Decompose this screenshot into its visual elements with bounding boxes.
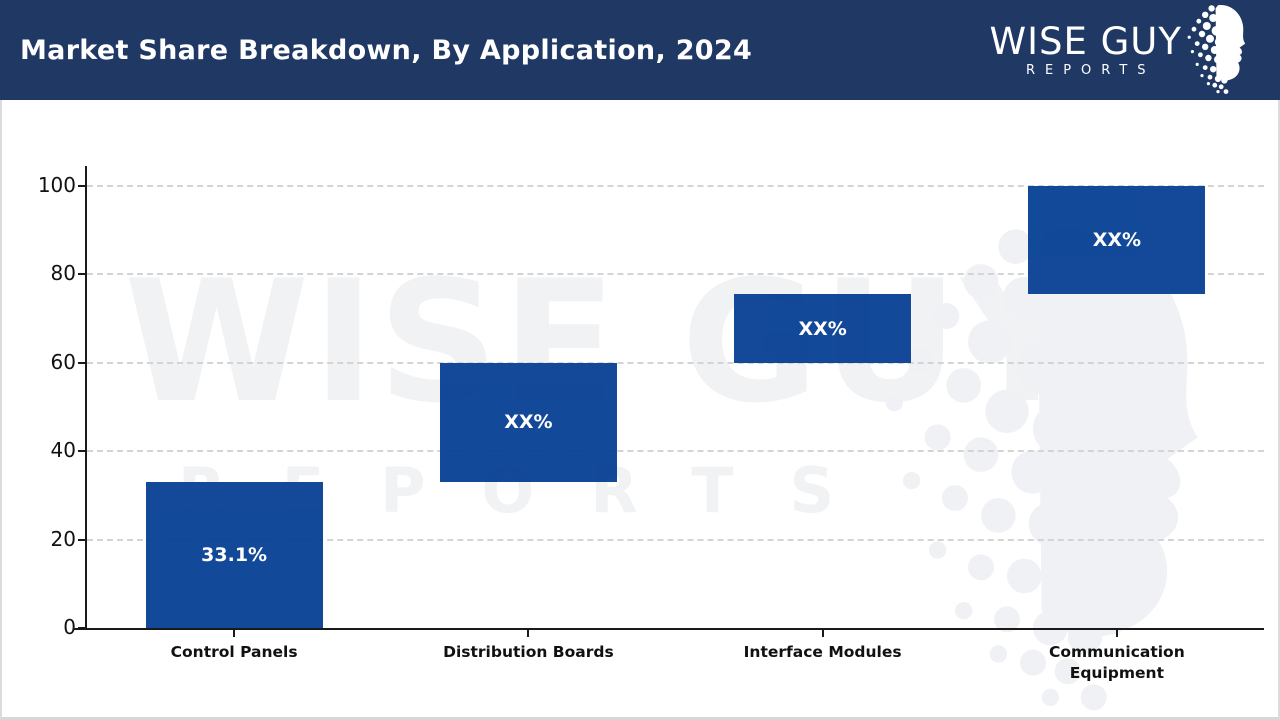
x-tick-mark bbox=[821, 630, 824, 637]
y-tick-label: 40 bbox=[50, 438, 76, 463]
y-tick-mark bbox=[78, 361, 87, 364]
bar-value-label: XX% bbox=[1092, 229, 1142, 252]
x-axis-line bbox=[73, 628, 1264, 630]
bar-value-label: XX% bbox=[504, 411, 553, 434]
x-tick-mark bbox=[233, 630, 236, 637]
y-tick-mark bbox=[78, 538, 87, 541]
logo-wordmark: WISE GUY REPORTS bbox=[990, 23, 1182, 78]
x-tick-mark bbox=[527, 630, 530, 637]
bar-value-label: 33.1% bbox=[201, 543, 268, 566]
y-tick-mark bbox=[78, 185, 87, 187]
logo-head-icon bbox=[1166, 2, 1254, 98]
y-axis-line bbox=[85, 166, 87, 630]
bar-control-panels: 33.1% bbox=[145, 481, 323, 628]
bar-distribution-boards: XX% bbox=[439, 362, 617, 482]
gridline bbox=[87, 538, 1264, 541]
logo-text-reports: REPORTS bbox=[1025, 62, 1156, 78]
header: Market Share Breakdown, By Application, … bbox=[0, 0, 1280, 100]
bar-interface-modules: XX% bbox=[734, 294, 912, 363]
gridline bbox=[87, 450, 1264, 453]
y-tick-mark bbox=[78, 273, 87, 276]
bar-value-label: XX% bbox=[798, 317, 847, 340]
y-tick-label: 80 bbox=[50, 261, 76, 286]
y-tick-label: 60 bbox=[50, 349, 76, 374]
x-axis-category-label: Communication Equipment bbox=[1048, 643, 1185, 682]
y-tick-label: 20 bbox=[50, 526, 76, 551]
x-axis-category-label: Control Panels bbox=[170, 643, 298, 661]
y-tick-label: 100 bbox=[37, 173, 76, 197]
x-axis-category-label: Interface Modules bbox=[743, 643, 902, 661]
x-tick-mark bbox=[1115, 630, 1118, 637]
x-axis-category-label: Distribution Boards bbox=[443, 643, 614, 661]
gridline bbox=[87, 273, 1264, 276]
gridline bbox=[87, 185, 1264, 187]
bar-communication-equipment: XX% bbox=[1028, 186, 1206, 295]
wiseguy-logo: WISE GUY REPORTS bbox=[990, 2, 1254, 98]
y-tick-label: 0 bbox=[63, 615, 76, 639]
gridline bbox=[87, 361, 1264, 364]
chart-title: Market Share Breakdown, By Application, … bbox=[20, 34, 753, 66]
y-tick-mark bbox=[78, 450, 87, 453]
chart-area: WISE GUY REPORTS 0 20 40 60 80 100 33.1% Contro… bbox=[0, 100, 1280, 720]
logo-text-wiseguy: WISE GUY bbox=[989, 19, 1182, 63]
